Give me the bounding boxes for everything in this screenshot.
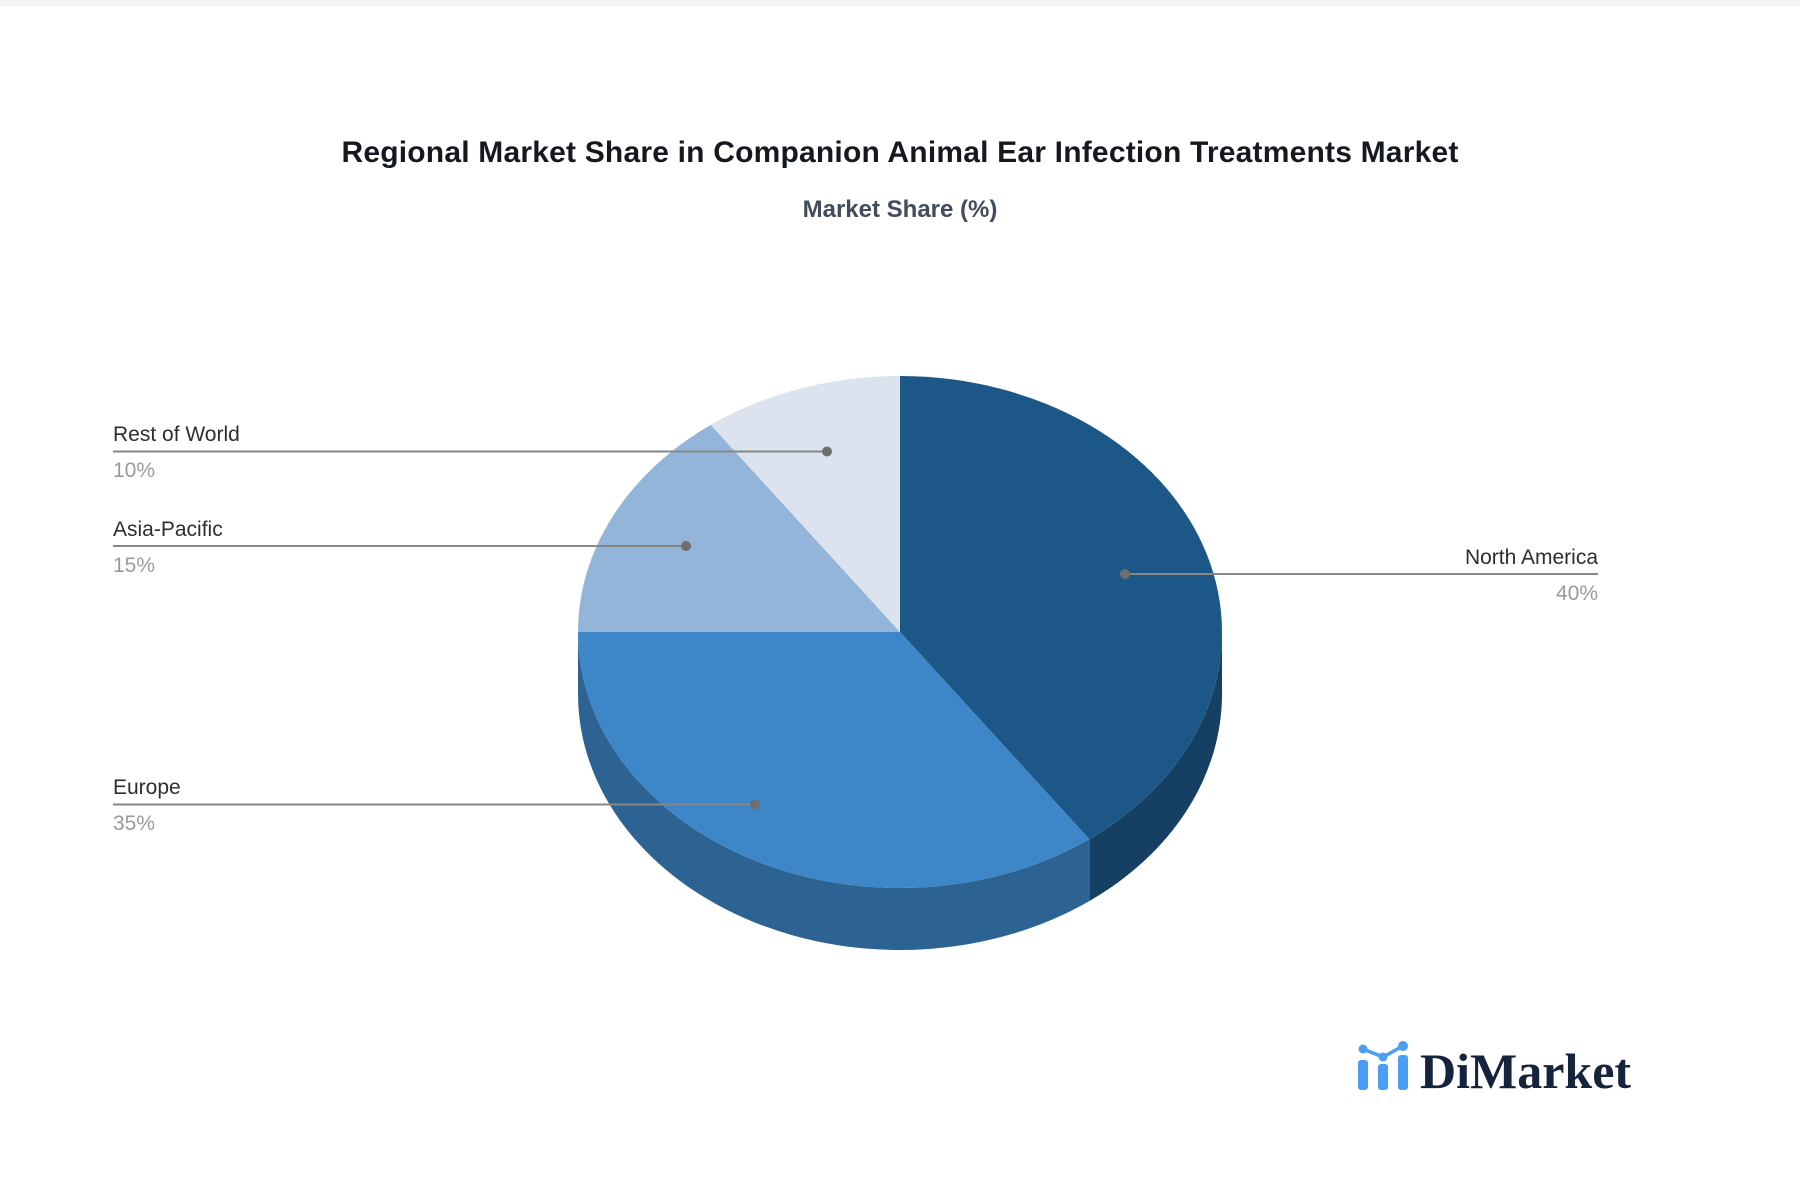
chart-subtitle: Market Share (%) [802, 196, 998, 223]
leader-dot-europe [750, 799, 760, 810]
pie-value-asia-pacific: 15% [113, 554, 156, 577]
pie-value-rest-of-world: 10% [113, 459, 156, 482]
leader-dot-rest-of-world [822, 446, 832, 457]
pie-label-rest-of-world: Rest of World [113, 423, 240, 446]
brand-name: DiMarket [1420, 1043, 1632, 1099]
leader-dot-north-america [1120, 569, 1130, 579]
pie-slice-north-america [900, 376, 1222, 840]
pie-slice-europe [578, 632, 1090, 888]
pie-value-north-america: 40% [1555, 582, 1598, 605]
pie-label-north-america: North America [1464, 546, 1598, 569]
pie-slice-asia-pacific [578, 424, 900, 632]
pie-slice-rest-of-world [710, 376, 900, 632]
window-top-edge [0, 0, 1800, 6]
pie-value-europe: 35% [113, 812, 156, 835]
pie-slice-side-europe [578, 632, 1090, 950]
bar-line-chart-icon [1358, 1041, 1408, 1090]
pie-label-asia-pacific: Asia-Pacific [113, 518, 223, 541]
page-title: Regional Market Share in Companion Anima… [341, 136, 1459, 169]
pie-slice-side-north-america [1089, 632, 1222, 902]
pie-label-europe: Europe [113, 776, 181, 799]
leader-dot-asia-pacific [681, 541, 691, 551]
